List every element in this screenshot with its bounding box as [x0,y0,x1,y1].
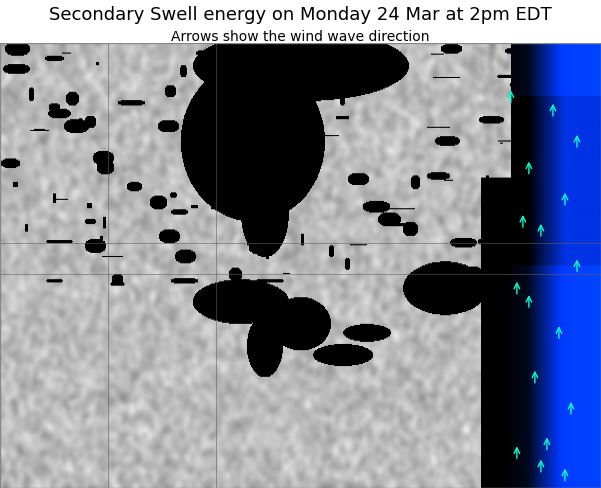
Text: Arrows show the wind wave direction: Arrows show the wind wave direction [171,30,430,44]
Text: Secondary Swell energy on Monday 24 Mar at 2pm EDT: Secondary Swell energy on Monday 24 Mar … [49,6,552,24]
